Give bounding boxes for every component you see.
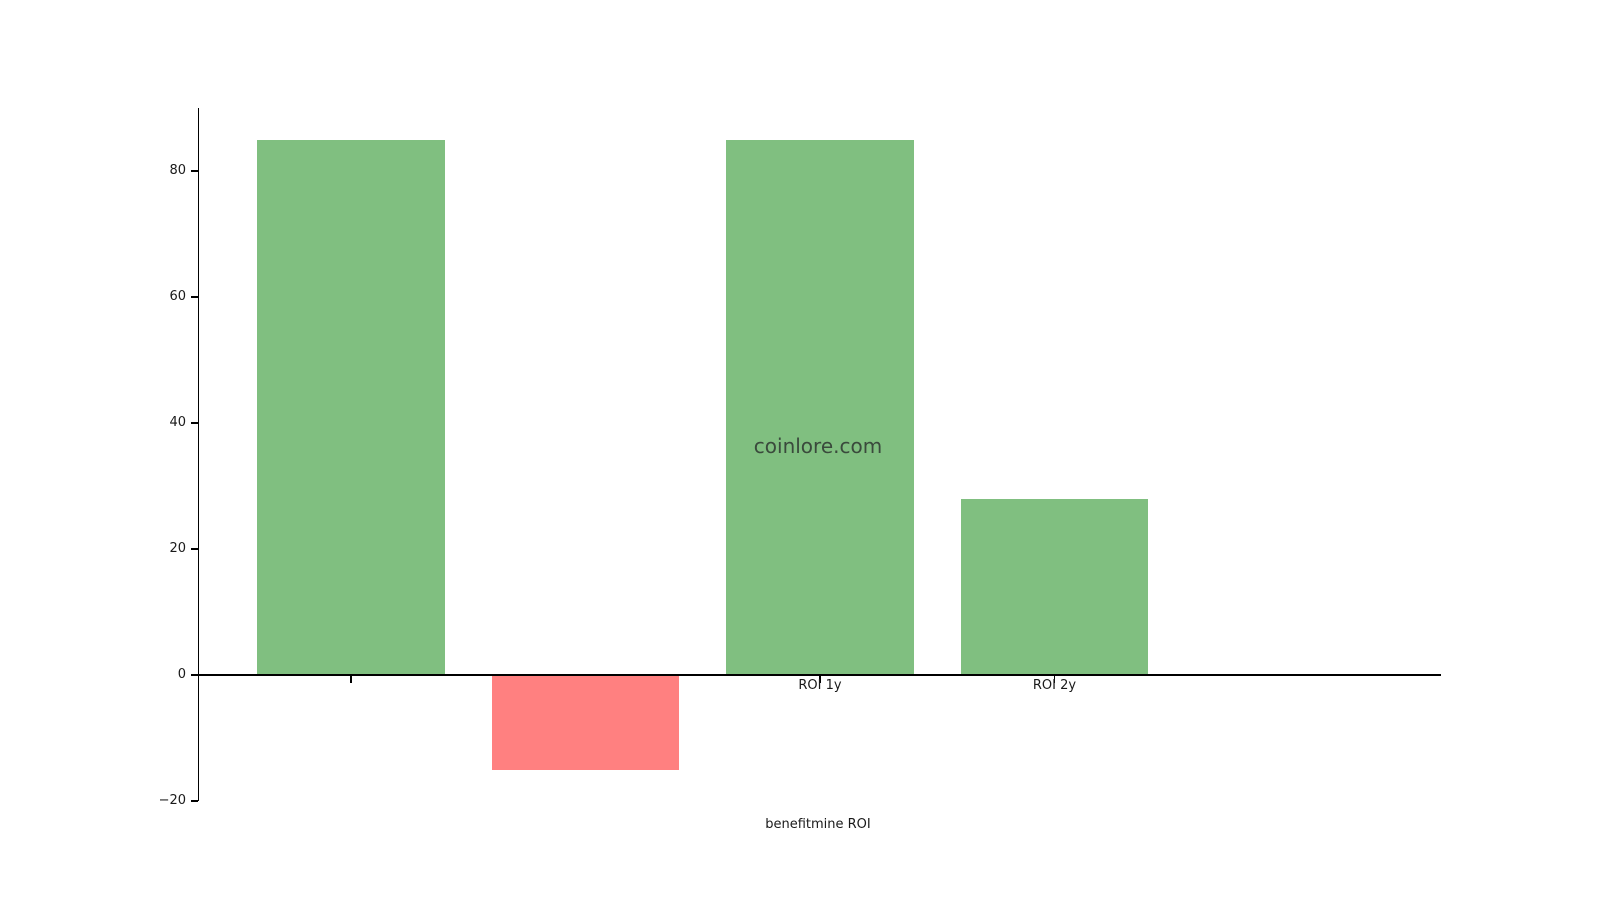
- bar: [491, 675, 680, 770]
- y-tick-mark: [191, 548, 198, 550]
- x-axis-line: [198, 674, 1441, 676]
- y-tick-label: −20: [158, 793, 186, 808]
- bar: [960, 498, 1149, 675]
- bar: [257, 139, 445, 675]
- bar: [726, 139, 914, 675]
- y-tick-mark: [191, 422, 198, 424]
- x-axis-label: benefitmine ROI: [765, 817, 871, 832]
- y-tick-label: 0: [177, 667, 186, 682]
- y-axis-spine: [198, 108, 200, 801]
- y-tick-mark: [191, 800, 198, 802]
- y-tick-label: 80: [169, 163, 186, 178]
- y-tick-mark: [191, 674, 198, 676]
- y-tick-label: 20: [169, 541, 186, 556]
- x-tick-mark: [350, 675, 352, 683]
- x-tick-mark: [819, 675, 821, 683]
- watermark-text: coinlore.com: [753, 434, 883, 458]
- y-tick-label: 40: [169, 415, 186, 430]
- y-tick-mark: [191, 296, 198, 298]
- x-tick-label: ROI 1y: [798, 678, 842, 693]
- x-tick-mark: [1053, 675, 1056, 683]
- y-tick-label: 60: [169, 289, 186, 304]
- x-tick-label: ROI 2y: [1032, 678, 1077, 693]
- y-tick-mark: [191, 170, 198, 172]
